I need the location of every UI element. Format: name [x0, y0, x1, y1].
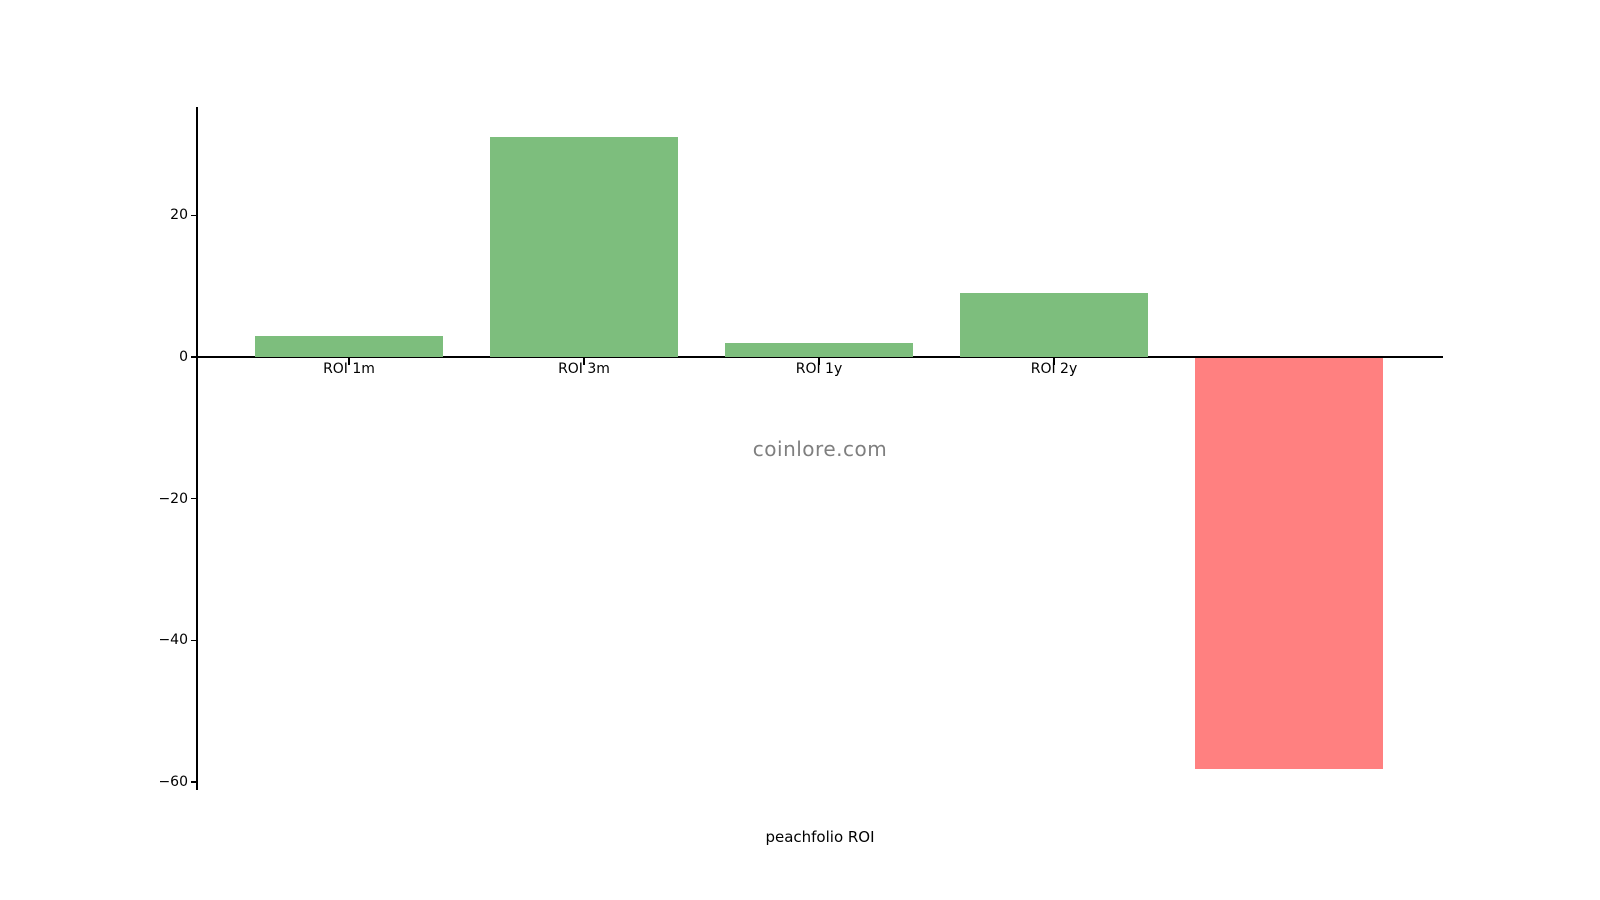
- y-axis-spine: [196, 107, 198, 790]
- watermark-text: coinlore.com: [752, 437, 888, 461]
- y-tick-mark: [191, 497, 196, 500]
- y-tick-label: 0: [179, 349, 188, 365]
- x-axis-zero-line: [197, 356, 1443, 358]
- bar-roi-1y: [725, 342, 913, 357]
- x-tick-label: ROI 3m: [558, 361, 610, 377]
- x-tick-label: ROI 1y: [795, 361, 843, 377]
- x-axis-title: peachfolio ROI: [765, 828, 875, 846]
- bar-roi-2y: [960, 293, 1148, 357]
- y-tick-mark: [191, 639, 196, 642]
- y-tick-label: −40: [158, 632, 188, 649]
- y-tick-label: −60: [158, 773, 188, 790]
- bar-roi-3m: [490, 137, 678, 357]
- y-tick-label: 20: [170, 207, 188, 224]
- x-tick-label: ROI 1m: [323, 361, 375, 377]
- y-tick-mark: [191, 781, 196, 783]
- y-tick-mark: [191, 356, 196, 358]
- x-tick-mark: [583, 357, 585, 365]
- x-tick-label: ROI 2y: [1030, 361, 1078, 377]
- y-tick-label: −20: [158, 490, 188, 507]
- bar-roi-1m: [255, 335, 443, 357]
- x-tick-mark: [348, 357, 350, 365]
- bar-negative-5: [1195, 357, 1383, 769]
- x-tick-mark: [1053, 357, 1055, 365]
- x-tick-mark: [818, 357, 820, 365]
- y-tick-mark: [191, 214, 196, 217]
